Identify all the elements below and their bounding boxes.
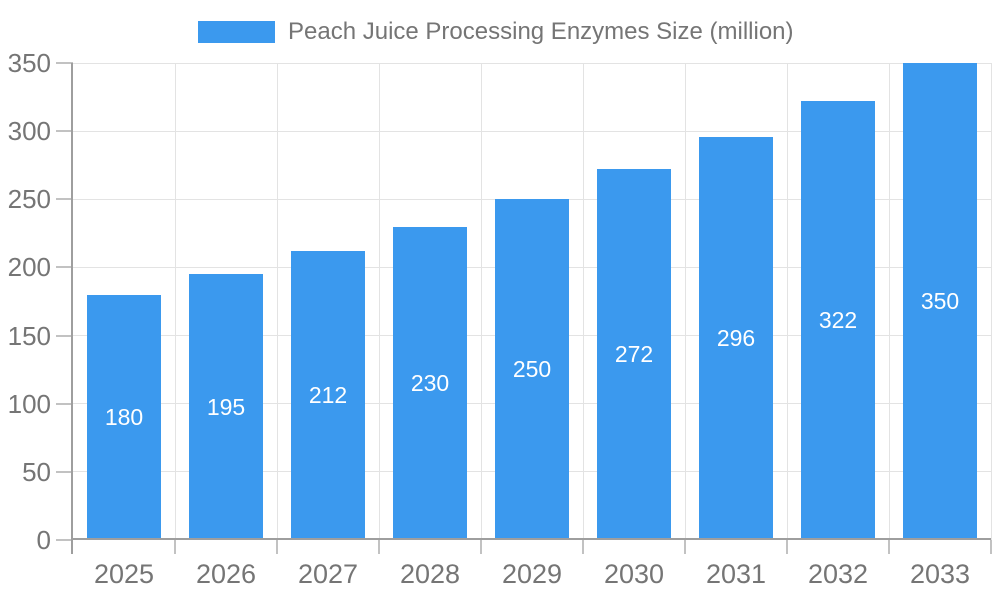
bar: 212 — [291, 251, 365, 540]
bar-value-label: 180 — [104, 403, 144, 430]
bar-value-label: 195 — [206, 393, 246, 420]
x-axis-tick — [480, 540, 482, 554]
bar: 180 — [87, 294, 161, 540]
bar-value-label: 322 — [818, 307, 858, 334]
chart-legend[interactable]: Peach Juice Processing Enzymes Size (mil… — [198, 14, 794, 50]
x-gridline — [174, 63, 176, 540]
y-axis-tick — [56, 402, 73, 405]
bar: 350 — [903, 63, 977, 540]
bar-value-label: 350 — [920, 288, 960, 314]
x-axis-label: 2027 — [297, 559, 359, 589]
y-axis-line — [71, 63, 73, 554]
x-axis-label: 2033 — [909, 559, 971, 589]
y-axis-label: 150 — [7, 320, 51, 351]
plot-area: 0 50 100 150 200 250 300 350 180 2025 195 2026 212 20… — [8, 50, 992, 588]
bar-value-label: 296 — [716, 324, 756, 351]
x-axis-label: 2028 — [399, 559, 461, 589]
y-axis-label: 100 — [7, 388, 51, 419]
x-axis-tick — [990, 540, 992, 554]
bar-value-label: 230 — [410, 369, 450, 396]
y-axis-label: 250 — [7, 184, 51, 215]
bar: 230 — [393, 226, 467, 540]
x-axis-label: 2029 — [501, 559, 563, 589]
x-axis-label: 2031 — [705, 559, 767, 589]
x-gridline — [786, 63, 788, 540]
y-axis-label: 300 — [7, 116, 51, 147]
x-gridline — [480, 63, 482, 540]
y-axis-tick — [56, 539, 73, 541]
y-axis-label: 350 — [7, 48, 51, 78]
bar-value-label: 250 — [512, 356, 552, 383]
x-axis-label: 2032 — [807, 559, 869, 589]
x-gridline — [582, 63, 584, 540]
x-axis-line — [71, 538, 991, 540]
y-gridline — [73, 130, 991, 132]
x-axis-label: 2025 — [93, 559, 155, 589]
y-axis-label: 200 — [7, 252, 51, 283]
y-axis-tick — [56, 130, 73, 133]
x-axis-tick — [786, 540, 788, 554]
y-gridline — [73, 62, 991, 64]
y-axis-label: 0 — [36, 525, 51, 555]
legend-label: Peach Juice Processing Enzymes Size (mil… — [288, 18, 794, 45]
y-axis-tick — [56, 470, 73, 473]
y-axis-tick — [56, 334, 73, 337]
bar: 296 — [699, 136, 773, 540]
y-axis-tick — [56, 266, 73, 269]
x-gridline — [684, 63, 686, 540]
bar-value-label: 212 — [308, 382, 348, 409]
x-axis-tick — [582, 540, 584, 554]
x-axis-label: 2030 — [603, 559, 665, 589]
x-axis-tick — [276, 540, 278, 554]
x-axis-tick — [378, 540, 380, 554]
x-axis-tick — [888, 540, 890, 554]
y-axis-tick — [56, 198, 73, 201]
x-gridline — [888, 63, 890, 540]
bar-value-label: 272 — [614, 341, 654, 368]
y-axis-tick — [56, 62, 73, 64]
x-gridline — [990, 63, 992, 540]
x-axis-tick — [684, 540, 686, 554]
bar: 250 — [495, 199, 569, 540]
x-axis-label: 2026 — [195, 559, 257, 589]
x-gridline — [276, 63, 278, 540]
y-axis-label: 50 — [22, 456, 51, 487]
x-gridline — [378, 63, 380, 540]
legend-swatch — [198, 21, 275, 43]
bar: 195 — [189, 274, 263, 540]
x-axis-tick — [174, 540, 176, 554]
bar: 272 — [597, 169, 671, 540]
bar: 322 — [801, 101, 875, 540]
